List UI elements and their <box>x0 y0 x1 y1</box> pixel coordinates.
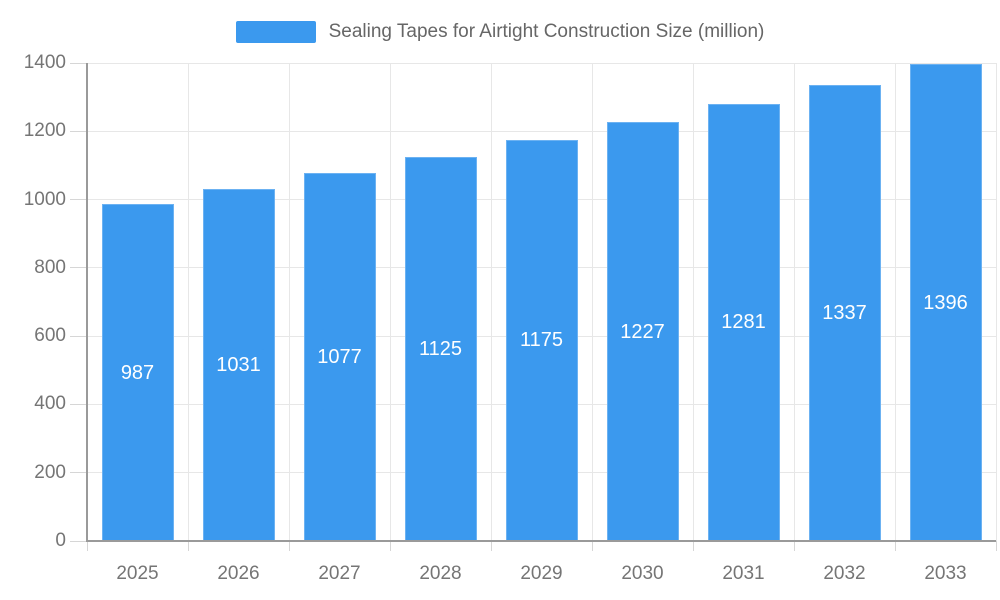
y-axis-label: 200 <box>34 461 66 483</box>
x-axis-label: 2033 <box>924 563 967 584</box>
y-axis-line <box>86 63 88 541</box>
x-axis-tick <box>288 541 290 551</box>
x-gridline <box>490 63 492 541</box>
x-axis-tick <box>187 541 189 551</box>
y-axis-label: 1200 <box>23 120 66 142</box>
x-axis-label: 2025 <box>116 563 159 584</box>
y-axis-label: 400 <box>34 393 66 415</box>
bar-value-label: 1227 <box>620 320 665 343</box>
chart-legend: Sealing Tapes for Airtight Construction … <box>0 20 1000 44</box>
y-axis-label: 800 <box>34 256 66 278</box>
x-gridline <box>894 63 896 541</box>
bar-value-label: 987 <box>120 361 155 384</box>
legend-item-series[interactable]: Sealing Tapes for Airtight Construction … <box>235 21 765 43</box>
y-axis-tick <box>70 335 87 337</box>
x-axis-tick <box>894 541 896 551</box>
x-axis-label: 2032 <box>823 563 866 584</box>
bar-value-label: 1125 <box>418 337 462 360</box>
legend-label: Sealing Tapes for Airtight Construction … <box>328 21 765 42</box>
bar-2028[interactable] <box>404 156 477 541</box>
bar-2029[interactable] <box>505 139 578 541</box>
legend-swatch <box>235 21 316 43</box>
y-axis-label: 1000 <box>23 188 66 210</box>
x-gridline <box>591 63 593 541</box>
x-axis-line <box>86 540 996 542</box>
x-axis-label: 2030 <box>621 563 664 584</box>
y-axis-label: 600 <box>34 325 66 347</box>
x-axis-tick <box>793 541 795 551</box>
x-gridline <box>288 63 290 541</box>
y-axis-tick <box>70 267 87 269</box>
bar-value-label: 1281 <box>721 311 766 334</box>
x-gridline <box>793 63 795 541</box>
bar-value-label: 1031 <box>216 353 261 376</box>
x-axis-label: 2027 <box>318 563 361 584</box>
y-axis-tick <box>70 130 87 132</box>
y-axis-tick <box>70 62 87 64</box>
x-axis-tick <box>591 541 593 551</box>
bar-2025[interactable] <box>101 204 174 541</box>
x-axis-label: 2028 <box>419 563 462 584</box>
x-axis-tick <box>86 541 88 551</box>
y-axis-tick <box>70 403 87 405</box>
x-axis-tick <box>692 541 694 551</box>
y-axis-tick <box>70 540 87 542</box>
y-axis-tick <box>70 199 87 201</box>
x-axis-label: 2029 <box>520 563 563 584</box>
bar-2026[interactable] <box>202 188 275 541</box>
bar-2033[interactable] <box>909 64 982 541</box>
y-gridline <box>87 62 996 64</box>
bar-value-label: 1175 <box>519 329 563 352</box>
x-axis-label: 2026 <box>217 563 260 584</box>
x-gridline <box>692 63 694 541</box>
x-gridline <box>995 63 997 541</box>
x-gridline <box>187 63 189 541</box>
bar-value-label: 1337 <box>822 301 867 324</box>
x-axis-tick <box>490 541 492 551</box>
y-axis-label: 0 <box>55 530 66 551</box>
bar-value-label: 1077 <box>317 346 362 369</box>
y-gridline <box>87 130 996 132</box>
y-axis-tick <box>70 472 87 474</box>
bar-value-label: 1396 <box>923 291 968 314</box>
bar-2031[interactable] <box>707 103 780 541</box>
x-axis-tick <box>995 541 997 551</box>
x-axis-tick <box>389 541 391 551</box>
bar-2030[interactable] <box>606 122 679 541</box>
bar-2027[interactable] <box>303 173 376 541</box>
y-axis-label: 1400 <box>23 52 66 73</box>
x-gridline <box>389 63 391 541</box>
x-axis-label: 2031 <box>722 563 765 584</box>
bar-2032[interactable] <box>808 84 881 541</box>
